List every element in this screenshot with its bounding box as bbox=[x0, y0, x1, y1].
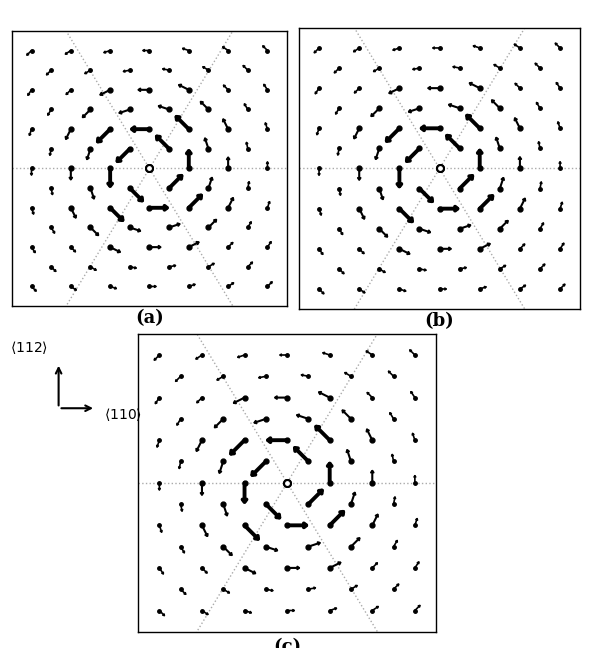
Text: $\langle 110\rangle$: $\langle 110\rangle$ bbox=[104, 406, 143, 423]
Text: $\langle 112\rangle$: $\langle 112\rangle$ bbox=[10, 339, 48, 356]
Text: (b): (b) bbox=[424, 312, 455, 330]
Text: (a): (a) bbox=[135, 309, 164, 327]
Text: (c): (c) bbox=[273, 638, 301, 648]
